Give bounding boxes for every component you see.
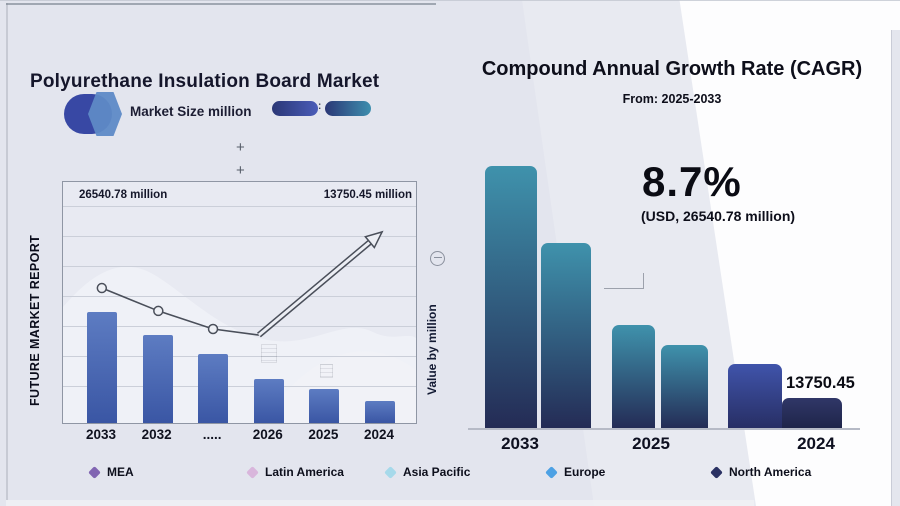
line-marker xyxy=(153,305,164,317)
x-axis-label: ..... xyxy=(202,427,222,442)
left-x-axis-labels: 2033 2032..... 2026 2025 2024 xyxy=(62,427,415,447)
legend: MEA Latin America Asia Pacific Europe North … xyxy=(0,465,900,487)
market-size-label: Market Size million xyxy=(130,104,252,119)
step-line-icon xyxy=(604,273,644,289)
left-vertical-watermark: FUTURE MARKET REPORT xyxy=(28,234,42,406)
gridline xyxy=(63,386,416,387)
legend-diamond-icon xyxy=(710,465,723,479)
legend-label: Europe xyxy=(564,465,606,479)
legend-label: Asia Pacific xyxy=(403,465,471,479)
x-axis-label: 2025 xyxy=(632,434,670,453)
bar-2033-2 xyxy=(541,243,591,429)
bar-2026 xyxy=(253,378,284,423)
x-axis-label: 2024 xyxy=(797,434,835,453)
bar-2025-2 xyxy=(661,345,708,429)
bar-2024-2 xyxy=(782,397,842,429)
right-x-axis-labels: 2033 2025 2024 xyxy=(0,434,900,456)
gridline xyxy=(63,326,416,327)
page-title: Polyurethane Insulation Board Market xyxy=(30,70,380,92)
x-axis-label: 2033 xyxy=(501,434,539,453)
gridline xyxy=(63,296,416,297)
cagr-detail: (USD, 26540.78 million) xyxy=(641,208,796,224)
gridline xyxy=(63,266,416,267)
bar-..... xyxy=(198,354,229,423)
bar-2024-1 xyxy=(728,364,782,429)
legend-label: MEA xyxy=(107,465,134,479)
circle-minus-icon xyxy=(430,251,445,266)
gridline xyxy=(63,236,416,237)
x-axis-label: 2032 xyxy=(141,427,172,442)
bar-2033 xyxy=(87,312,117,423)
frame-line-top xyxy=(0,0,900,1)
cagr-subtitle: From: 2025-2033 xyxy=(622,92,722,106)
pill-separator: : xyxy=(318,101,322,112)
x-axis-label: 2033 xyxy=(85,427,117,442)
legend-item-asia-pacific: Asia Pacific xyxy=(384,465,471,479)
legend-label: North America xyxy=(729,465,812,479)
plus-icon: + xyxy=(236,162,245,179)
left-chart-y-axis-title: Value by million xyxy=(425,304,439,396)
gridline xyxy=(63,356,416,357)
legend-label: Latin America xyxy=(265,465,344,479)
line-marker xyxy=(96,282,108,294)
pill-blue-icon xyxy=(272,101,318,116)
plus-icon: + xyxy=(236,139,245,156)
bar-2024 xyxy=(365,401,395,423)
legend-item-latin-america: Latin America xyxy=(246,465,344,479)
x-axis-label: 2025 xyxy=(308,427,339,442)
frame-line-top-left xyxy=(6,3,436,5)
annotation-2024-value: 13750.45 million xyxy=(323,189,412,201)
document-watermark-icon xyxy=(320,364,333,378)
x-axis-label: 2024 xyxy=(363,427,395,442)
legend-diamond-icon xyxy=(246,465,259,479)
line-marker xyxy=(207,323,219,335)
data-label-2024: 13750.45 xyxy=(786,374,855,392)
pill-teal-icon xyxy=(325,101,371,116)
legend-item-mea: MEA xyxy=(88,465,134,479)
left-chart-panel xyxy=(62,181,417,424)
bar-2025 xyxy=(309,389,340,423)
background-right-strip xyxy=(891,30,900,506)
right-chart-baseline xyxy=(468,428,860,430)
document-watermark-icon xyxy=(261,344,277,363)
cagr-title: Compound Annual Growth Rate (CAGR) xyxy=(481,58,863,80)
trend-line-with-arrow xyxy=(96,230,384,338)
annotation-2033-value: 26540.78 million xyxy=(79,189,168,201)
legend-item-north-america: North America xyxy=(710,465,812,479)
legend-diamond-icon xyxy=(545,465,558,479)
frame-line-bottom xyxy=(6,500,754,506)
bar-2025-1 xyxy=(612,325,655,429)
frame-line-left xyxy=(6,3,8,500)
market-size-icon xyxy=(64,92,124,136)
cagr-value: 8.7% xyxy=(642,158,742,205)
legend-diamond-icon xyxy=(384,465,397,479)
legend-item-europe: Europe xyxy=(545,465,606,479)
gridline xyxy=(63,206,416,207)
bar-2032 xyxy=(142,335,173,423)
bar-2033-1 xyxy=(485,166,537,429)
x-axis-label: 2026 xyxy=(252,427,283,442)
legend-diamond-icon xyxy=(88,465,101,479)
